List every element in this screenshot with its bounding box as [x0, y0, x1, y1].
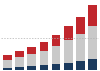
Bar — [40, 42, 48, 51]
Bar — [88, 5, 97, 26]
Bar — [27, 54, 36, 66]
Bar — [52, 46, 60, 64]
Bar — [15, 67, 24, 70]
Bar — [3, 68, 12, 70]
Bar — [3, 60, 12, 68]
Bar — [27, 47, 36, 54]
Bar — [76, 17, 85, 34]
Bar — [52, 64, 60, 70]
Bar — [27, 66, 36, 70]
Bar — [3, 55, 12, 60]
Bar — [76, 34, 85, 61]
Bar — [76, 61, 85, 70]
Bar — [15, 51, 24, 57]
Bar — [64, 63, 73, 70]
Bar — [52, 35, 60, 46]
Bar — [15, 57, 24, 67]
Bar — [64, 26, 73, 40]
Bar — [88, 26, 97, 59]
Bar — [64, 40, 73, 63]
Bar — [40, 65, 48, 70]
Bar — [40, 51, 48, 65]
Bar — [88, 59, 97, 70]
